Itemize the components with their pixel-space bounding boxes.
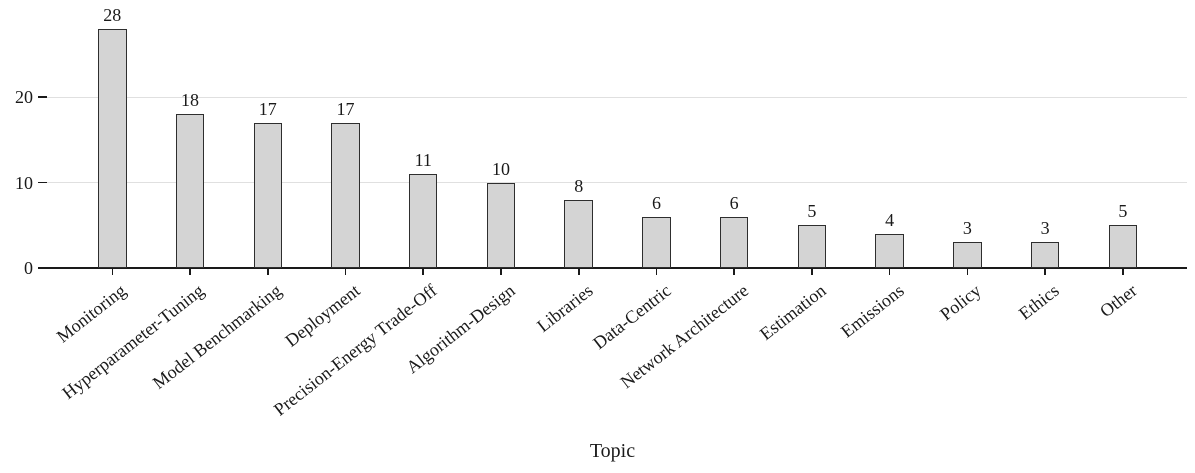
x-tick-mark (344, 268, 347, 275)
x-tick-mark (577, 268, 580, 275)
bar-value-label: 3 (1040, 218, 1050, 239)
bar-value-label: 5 (807, 201, 817, 222)
bar (953, 242, 982, 268)
x-tick-label: Monitoring (53, 280, 131, 347)
x-tick-mark (1044, 268, 1046, 275)
x-tick-mark (500, 268, 502, 275)
bar (486, 182, 516, 268)
x-tick-mark (655, 268, 658, 275)
y-tick-label: 10 (15, 172, 33, 193)
bar-value-label: 11 (414, 150, 432, 171)
gridline-y-10 (38, 182, 1187, 184)
bar-value-label: 6 (729, 192, 739, 213)
bar-value-label: 8 (574, 175, 584, 196)
x-tick-label: Emissions (836, 280, 908, 342)
x-tick-label: Policy (936, 280, 986, 325)
x-axis-title: Topic (589, 440, 636, 462)
bar (408, 174, 438, 268)
x-tick-label: Other (1095, 280, 1141, 322)
bar (98, 28, 127, 268)
bar (1108, 225, 1138, 268)
bar (331, 122, 360, 268)
x-tick-label: Ethics (1015, 280, 1063, 324)
x-tick-mark (966, 268, 969, 275)
x-tick-mark (811, 268, 813, 275)
bar (1030, 242, 1060, 268)
x-axis-line (38, 267, 1187, 269)
x-tick-label: Model Benchmarking (149, 280, 286, 393)
bar-value-label: 17 (258, 98, 277, 119)
y-tick-mark (38, 96, 47, 99)
gridline-y-20 (38, 96, 1187, 98)
x-tick-mark (1122, 268, 1124, 275)
y-tick-label: 0 (24, 258, 33, 278)
bar (797, 225, 827, 268)
bar-value-label: 3 (962, 218, 972, 239)
x-tick-mark (266, 268, 269, 275)
bar-value-label: 5 (1118, 201, 1128, 222)
x-tick-label: Estimation (755, 280, 830, 344)
bar (719, 216, 749, 268)
x-tick-label: Libraries (532, 280, 597, 336)
bar (564, 199, 593, 268)
bar-value-label: 10 (491, 158, 510, 179)
bar-value-label: 18 (181, 90, 200, 111)
x-tick-mark (888, 268, 891, 275)
bar-value-label: 17 (336, 98, 355, 119)
x-tick-mark (189, 268, 191, 275)
bar-value-label: 6 (651, 192, 661, 213)
y-tick-label: 20 (15, 87, 33, 108)
bar (175, 114, 205, 268)
y-tick-mark (38, 181, 47, 184)
bar-value-label: 28 (103, 4, 122, 25)
bar-value-label: 4 (885, 209, 895, 230)
bar (875, 233, 904, 268)
x-tick-mark (733, 268, 735, 275)
bar (253, 122, 283, 268)
x-tick-mark (111, 268, 114, 275)
x-tick-label: Network Architecture (616, 280, 752, 393)
x-tick-label: Hyperparameter-Tuning (58, 280, 208, 404)
x-tick-mark (422, 268, 425, 275)
bar (642, 216, 671, 268)
